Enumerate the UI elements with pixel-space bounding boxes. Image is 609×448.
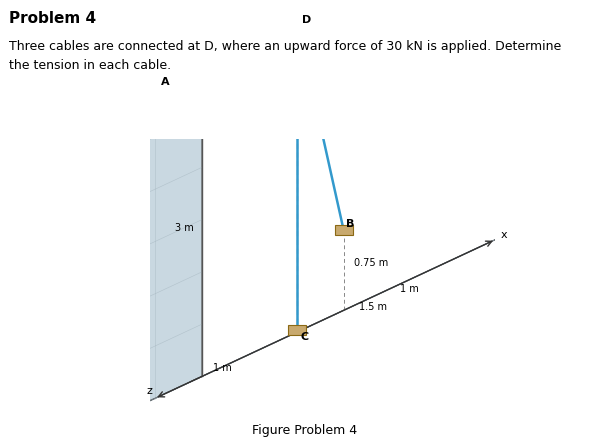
Text: A: A: [161, 77, 169, 87]
Polygon shape: [60, 222, 533, 443]
Polygon shape: [60, 0, 202, 443]
Text: 1 m: 1 m: [400, 284, 418, 294]
Text: z: z: [146, 386, 152, 396]
Text: 0.75 m: 0.75 m: [354, 258, 389, 268]
Text: x: x: [501, 230, 507, 241]
Text: 3 m: 3 m: [175, 223, 194, 233]
FancyBboxPatch shape: [335, 225, 353, 235]
Text: C: C: [301, 332, 309, 341]
FancyBboxPatch shape: [287, 325, 306, 335]
FancyBboxPatch shape: [146, 78, 163, 88]
Text: D: D: [302, 15, 311, 25]
Text: 1.5 m: 1.5 m: [359, 302, 387, 312]
Text: Problem 4: Problem 4: [9, 11, 96, 26]
Text: B: B: [346, 219, 354, 228]
Text: Three cables are connected at D, where an upward force of 30 kN is applied. Dete: Three cables are connected at D, where a…: [9, 40, 561, 72]
Text: Figure Problem 4: Figure Problem 4: [252, 424, 357, 437]
Text: 1 m: 1 m: [213, 362, 232, 373]
